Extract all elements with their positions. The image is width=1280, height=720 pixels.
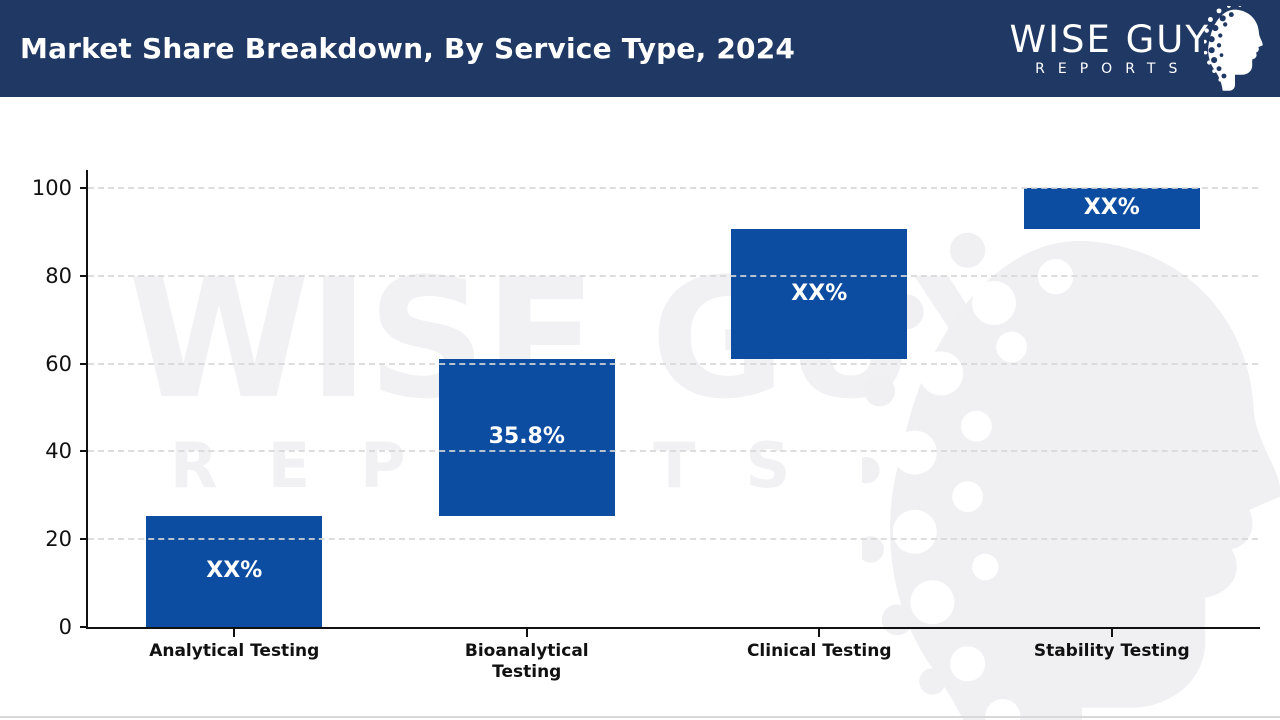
- x-axis-spine: [86, 627, 1260, 629]
- bar-value-label: XX%: [1083, 195, 1140, 221]
- y-axis-label: 100: [31, 176, 72, 200]
- brand-logo: WISE GUY REPORTS: [1010, 5, 1266, 92]
- gridline-40: [88, 450, 1258, 453]
- x-axis-category-label: Clinical Testing: [746, 641, 892, 661]
- y-axis-tick: [80, 362, 88, 365]
- waterfall-bar: [438, 358, 615, 516]
- bar-value-label: XX%: [206, 558, 263, 584]
- y-axis-tick: [80, 187, 88, 189]
- brand-subtext: REPORTS: [1035, 60, 1191, 77]
- brand-text: WISE GUY REPORTS: [1010, 21, 1210, 77]
- x-axis-tick: [525, 629, 528, 637]
- x-axis-category-label: Analytical Testing: [149, 641, 320, 661]
- bottom-divider: [0, 716, 1280, 718]
- y-axis-tick: [80, 274, 88, 277]
- brand-wordmark: WISE GUY: [1009, 17, 1210, 61]
- y-axis-tick: [80, 450, 88, 453]
- y-axis-spine: [86, 170, 88, 629]
- bar-value-label: 35.8%: [488, 424, 565, 450]
- gridline-80: [88, 274, 1258, 277]
- y-axis-tick: [80, 538, 88, 541]
- x-axis-tick: [233, 629, 236, 637]
- chart-area: WISE GUY REPORTS 020406080100XX%Analytic…: [0, 97, 1280, 720]
- y-axis-label: 20: [45, 527, 72, 552]
- header-bar: Market Share Breakdown, By Service Type,…: [0, 0, 1280, 97]
- x-axis-tick: [1110, 629, 1113, 637]
- y-axis-label: 0: [58, 615, 72, 639]
- page-title: Market Share Breakdown, By Service Type,…: [20, 32, 796, 65]
- y-axis-label: 40: [45, 439, 72, 464]
- x-axis-category-label: Stability Testing: [1033, 641, 1190, 661]
- waterfall-bar: [731, 228, 908, 359]
- y-axis-tick: [80, 626, 88, 628]
- waterfall-bar: [146, 515, 323, 627]
- x-axis-category-label: Bioanalytical Testing: [464, 641, 589, 682]
- x-axis-tick: [818, 629, 821, 637]
- wise-guy-head-icon: [1204, 5, 1263, 91]
- waterfall-bar: [1023, 188, 1200, 229]
- gridline-100: [88, 187, 1258, 189]
- y-axis-label: 80: [45, 263, 72, 288]
- y-axis-label: 60: [45, 351, 72, 376]
- gridline-60: [88, 362, 1258, 365]
- bar-value-label: XX%: [791, 280, 848, 306]
- watermark-head-icon: [862, 215, 1280, 720]
- gridline-20: [88, 538, 1258, 541]
